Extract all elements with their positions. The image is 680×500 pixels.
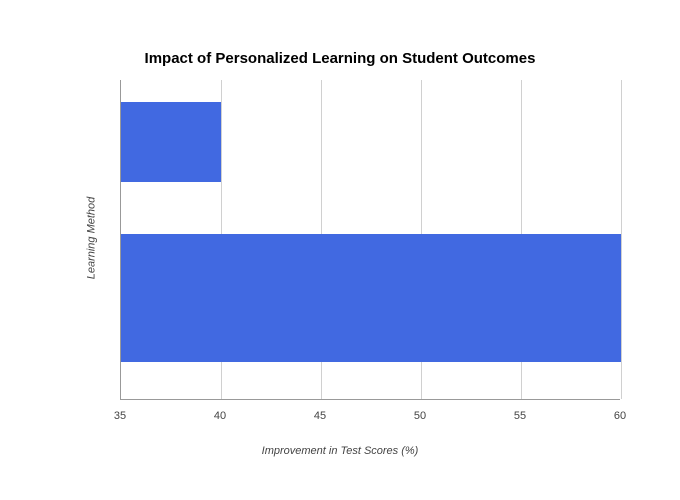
y-axis-label: Learning Method xyxy=(85,197,97,280)
bar xyxy=(121,234,621,362)
chart-container: Impact of Personalized Learning on Stude… xyxy=(0,0,680,500)
x-tick-label: 35 xyxy=(114,410,126,422)
plot-area xyxy=(120,80,620,400)
x-axis-label: Improvement in Test Scores (%) xyxy=(0,445,680,457)
gridline xyxy=(621,80,622,399)
x-tick-label: 40 xyxy=(214,410,226,422)
x-tick-label: 55 xyxy=(514,410,526,422)
bar xyxy=(121,102,221,182)
x-tick-label: 50 xyxy=(414,410,426,422)
x-tick-label: 45 xyxy=(314,410,326,422)
chart-title: Impact of Personalized Learning on Stude… xyxy=(0,50,680,67)
x-tick-label: 60 xyxy=(614,410,626,422)
